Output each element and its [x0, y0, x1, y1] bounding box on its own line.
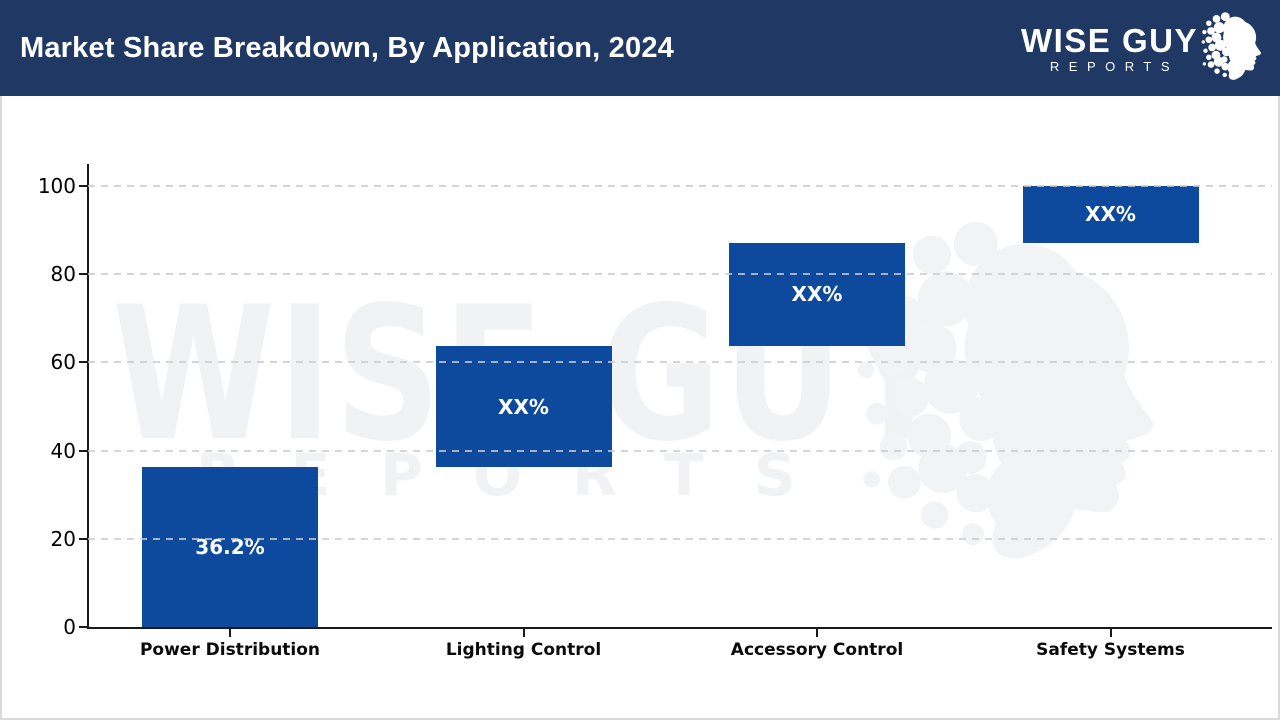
x-category-label: Power Distribution [139, 640, 321, 660]
bar-value-label: XX% [791, 282, 843, 307]
y-axis-spine [87, 164, 89, 629]
y-axis-tick [79, 449, 88, 452]
y-axis-tick [79, 185, 88, 187]
y-tick-label: 20 [50, 526, 76, 551]
brand-head-icon [1201, 12, 1261, 80]
x-axis-tick [229, 629, 231, 637]
bar: XX% [729, 242, 905, 347]
bar: 36.2% [142, 467, 318, 627]
x-axis-tick [1109, 629, 1112, 637]
y-axis-tick [79, 626, 88, 628]
brand-name: WISE GUY [1020, 21, 1198, 59]
y-axis-tick [79, 361, 88, 364]
x-category-label: Lighting Control [445, 640, 602, 660]
bar-value-label: XX% [498, 394, 549, 419]
y-gridline [88, 361, 1272, 364]
page-title: Market Share Breakdown, By Application, … [20, 31, 674, 64]
y-tick-label: 80 [50, 262, 76, 287]
x-axis-tick [816, 629, 818, 637]
x-axis-tick [522, 629, 525, 637]
x-category-label: Safety Systems [1036, 640, 1185, 660]
bar: XX% [1022, 186, 1199, 243]
bar-value-label: XX% [1085, 202, 1136, 227]
brand-logo: WISE GUY REPORTS [1021, 8, 1266, 88]
y-gridline [88, 537, 1272, 540]
y-gridline [88, 449, 1272, 452]
header-bar: Market Share Breakdown, By Application, … [0, 0, 1280, 96]
y-gridline [88, 273, 1272, 276]
x-category-label: Accessory Control [730, 640, 904, 660]
y-axis-tick [79, 273, 88, 276]
y-gridline [88, 185, 1272, 187]
y-tick-label: 0 [63, 615, 76, 639]
brand-subtitle: REPORTS [1049, 58, 1180, 74]
x-axis-spine [87, 627, 1272, 629]
y-axis-tick [79, 537, 88, 540]
bar: XX% [435, 346, 612, 468]
brand-logo-text: WISE GUY REPORTS [1021, 24, 1198, 73]
y-tick-label: 60 [50, 350, 76, 375]
y-tick-label: 100 [37, 174, 76, 198]
y-tick-label: 40 [50, 438, 76, 463]
